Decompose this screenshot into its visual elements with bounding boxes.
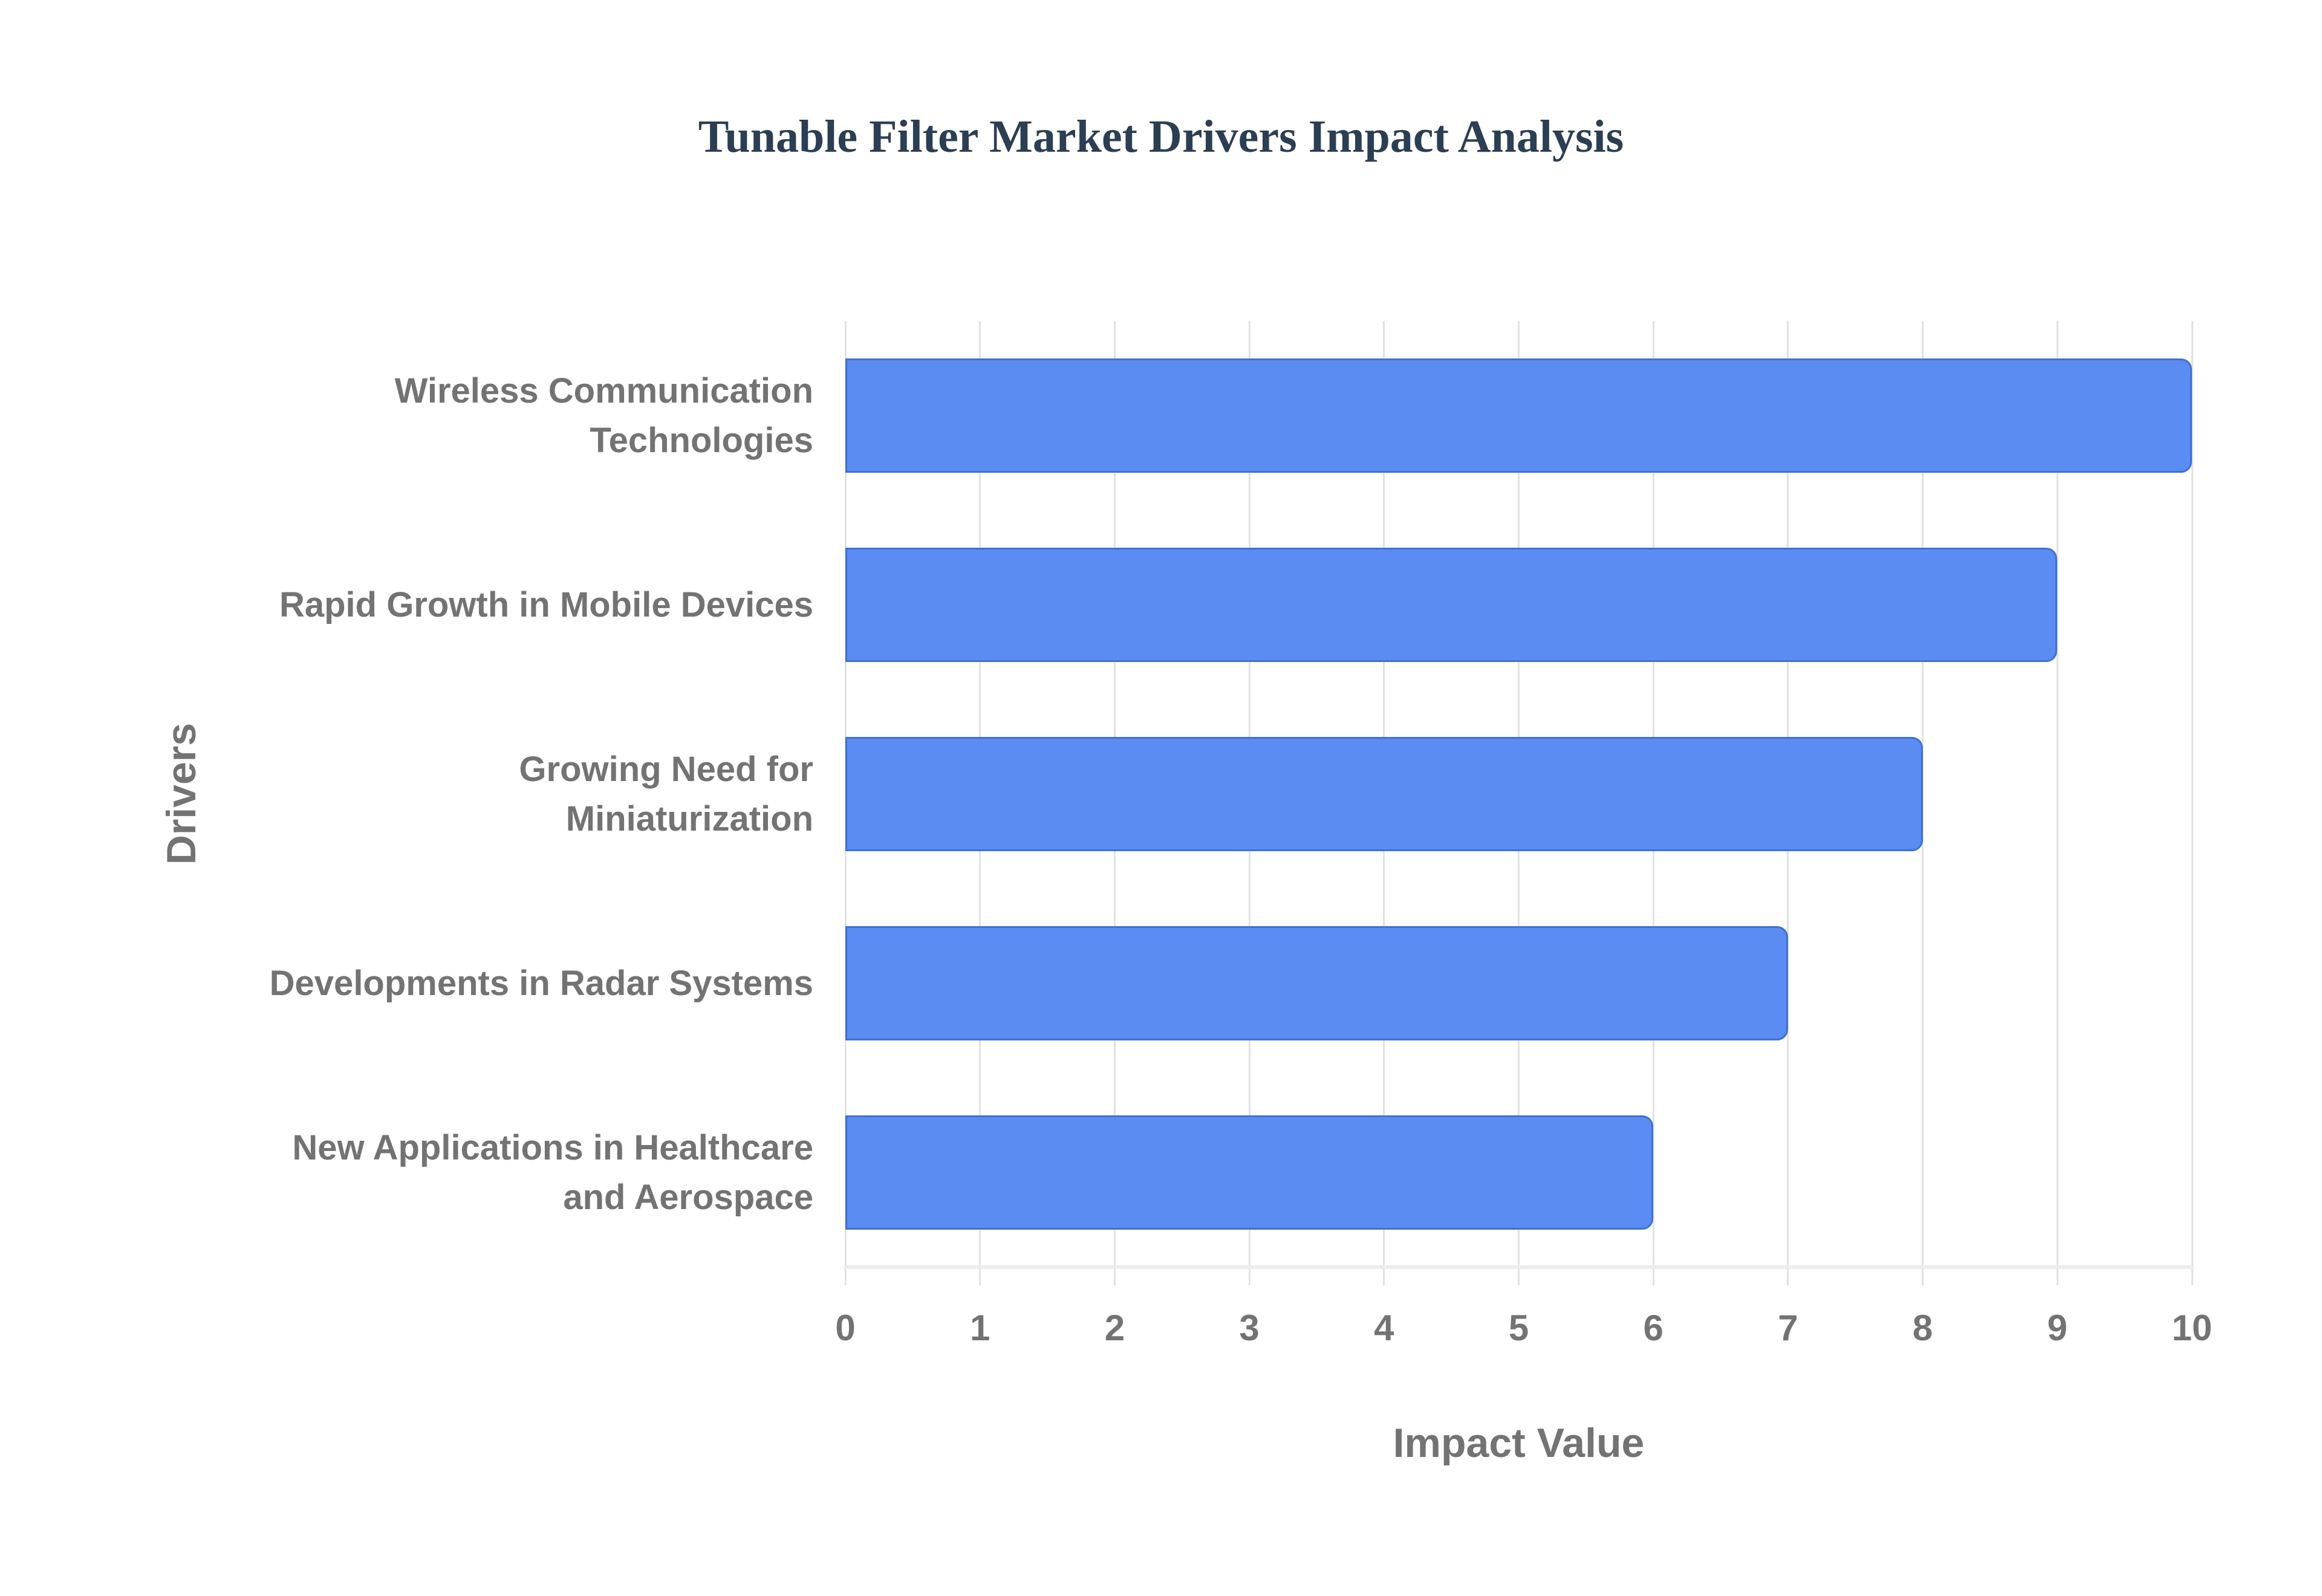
bar — [845, 548, 2058, 662]
x-axis-tick-label: 7 — [1778, 1308, 1798, 1348]
y-axis-category-label: New Applications in Healthcare and Aeros… — [292, 1127, 813, 1217]
grid-line — [1922, 321, 1924, 1285]
x-axis-title: Impact Value — [1393, 1420, 1645, 1466]
bar — [845, 926, 1788, 1040]
y-axis-category-label: Wireless Communication Technologies — [394, 371, 813, 460]
bar — [845, 737, 1923, 851]
x-axis-tick-label: 2 — [1104, 1308, 1125, 1348]
x-axis-line — [845, 1265, 2194, 1269]
y-axis-category-label: Growing Need for Miniaturization — [519, 749, 813, 839]
grid-line — [2191, 321, 2193, 1285]
chart-title: Tunable Filter Market Drivers Impact Ana… — [698, 111, 1624, 162]
x-axis-tick-label: 3 — [1239, 1308, 1260, 1348]
x-axis-tick-label: 8 — [1912, 1308, 1933, 1348]
x-axis-tick-label: 5 — [1508, 1308, 1529, 1348]
y-axis-category-label: Rapid Growth in Mobile Devices — [279, 585, 813, 624]
bar — [845, 358, 2192, 473]
grid-line — [2056, 321, 2058, 1285]
x-axis-tick-label: 10 — [2171, 1308, 2213, 1348]
x-axis-tick-label: 4 — [1374, 1308, 1394, 1348]
y-axis-category-label: Developments in Radar Systems — [269, 963, 813, 1003]
x-axis-tick-label: 6 — [1643, 1308, 1663, 1348]
x-axis-tick-label: 0 — [835, 1308, 856, 1348]
x-axis-tick-label: 1 — [970, 1308, 990, 1348]
y-axis-title: Drivers — [158, 722, 204, 865]
bar — [845, 1115, 1654, 1230]
x-axis-tick-label: 9 — [2047, 1308, 2067, 1348]
